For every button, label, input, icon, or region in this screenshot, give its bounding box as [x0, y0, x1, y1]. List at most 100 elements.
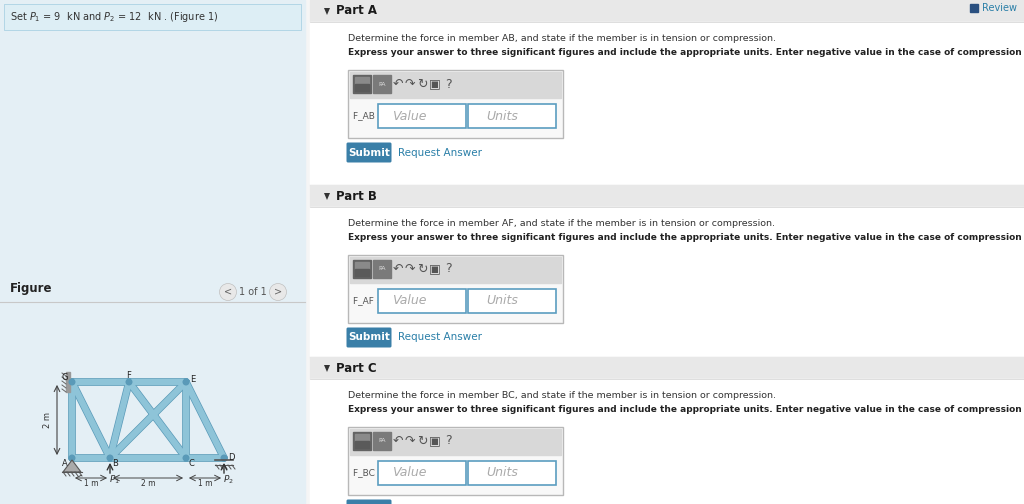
Text: ↷: ↷ — [404, 78, 416, 91]
Circle shape — [108, 455, 113, 461]
Bar — [353, 75, 371, 93]
Bar — [355, 84, 369, 91]
Text: F_AF =: F_AF = — [353, 296, 384, 305]
Text: E: E — [190, 374, 196, 384]
Text: Figure: Figure — [10, 282, 52, 295]
Text: Part A: Part A — [336, 5, 377, 18]
Text: 1 m: 1 m — [198, 479, 212, 488]
Text: F_AB =: F_AB = — [353, 111, 385, 120]
Text: ↻: ↻ — [417, 263, 427, 276]
Text: PA: PA — [378, 438, 386, 444]
Polygon shape — [324, 8, 330, 15]
Text: Value: Value — [392, 467, 427, 479]
Text: ↶: ↶ — [393, 263, 403, 276]
Text: 2 m: 2 m — [43, 412, 51, 428]
Circle shape — [221, 455, 226, 461]
Bar — [310, 22, 1024, 183]
Bar — [373, 260, 391, 278]
Text: F_BC =: F_BC = — [353, 469, 385, 477]
Bar — [310, 185, 1024, 207]
Bar — [66, 372, 70, 392]
Bar — [4, 4, 301, 30]
FancyBboxPatch shape — [468, 461, 556, 485]
Bar — [373, 432, 391, 450]
Text: ?: ? — [444, 78, 452, 91]
Text: D: D — [227, 454, 234, 463]
FancyBboxPatch shape — [378, 289, 466, 313]
Bar — [310, 207, 1024, 355]
Bar — [373, 75, 391, 93]
Text: $P_2$: $P_2$ — [222, 474, 233, 486]
Text: ▣: ▣ — [429, 78, 441, 91]
FancyBboxPatch shape — [348, 427, 563, 495]
FancyBboxPatch shape — [378, 461, 466, 485]
FancyBboxPatch shape — [348, 70, 563, 138]
Text: 1 m: 1 m — [84, 479, 98, 488]
Text: Express your answer to three significant figures and include the appropriate uni: Express your answer to three significant… — [348, 233, 1024, 242]
Circle shape — [269, 283, 287, 300]
Bar — [970, 4, 978, 12]
Bar — [355, 441, 369, 448]
Text: ↻: ↻ — [417, 78, 427, 91]
Text: F: F — [127, 370, 131, 380]
Bar — [355, 269, 369, 276]
Bar — [355, 434, 369, 441]
FancyBboxPatch shape — [346, 499, 391, 504]
Bar — [353, 432, 371, 450]
Text: Part B: Part B — [336, 190, 377, 203]
FancyBboxPatch shape — [346, 328, 391, 347]
Text: 2 m: 2 m — [140, 479, 156, 488]
Bar — [310, 0, 1024, 504]
Text: Request Answer: Request Answer — [398, 333, 482, 343]
Circle shape — [219, 283, 237, 300]
Circle shape — [183, 455, 188, 461]
Text: Determine the force in member AB, and state if the member is in tension or compr: Determine the force in member AB, and st… — [348, 34, 776, 43]
FancyBboxPatch shape — [468, 104, 556, 128]
Text: B: B — [112, 459, 118, 468]
Text: Value: Value — [392, 294, 427, 307]
Text: ↷: ↷ — [404, 434, 416, 448]
Bar — [355, 262, 369, 269]
Text: PA: PA — [378, 82, 386, 87]
Text: >: > — [274, 287, 282, 297]
Text: A: A — [62, 459, 68, 468]
FancyBboxPatch shape — [468, 289, 556, 313]
Text: Units: Units — [486, 109, 518, 122]
Text: Express your answer to three significant figures and include the appropriate uni: Express your answer to three significant… — [348, 405, 1024, 414]
Text: ↻: ↻ — [417, 434, 427, 448]
Circle shape — [70, 455, 75, 461]
Bar — [310, 357, 1024, 379]
Text: $P_1$: $P_1$ — [109, 474, 120, 486]
Text: G: G — [61, 372, 69, 382]
Text: ↶: ↶ — [393, 434, 403, 448]
Circle shape — [183, 379, 188, 385]
Text: Request Answer: Request Answer — [398, 148, 482, 157]
FancyBboxPatch shape — [348, 255, 563, 323]
Bar — [350, 72, 561, 98]
Text: ▣: ▣ — [429, 434, 441, 448]
Text: Units: Units — [486, 467, 518, 479]
Text: ↷: ↷ — [404, 263, 416, 276]
FancyBboxPatch shape — [346, 143, 391, 162]
Text: Units: Units — [486, 294, 518, 307]
Bar — [310, 0, 1024, 22]
Bar — [353, 260, 371, 278]
Text: Part C: Part C — [336, 361, 377, 374]
Text: Value: Value — [392, 109, 427, 122]
Text: ↶: ↶ — [393, 78, 403, 91]
Bar — [350, 257, 561, 283]
Circle shape — [126, 379, 132, 385]
Text: Review: Review — [982, 3, 1017, 13]
Text: Submit: Submit — [348, 333, 390, 343]
Polygon shape — [63, 460, 81, 472]
Text: <: < — [224, 287, 232, 297]
Polygon shape — [324, 193, 330, 200]
Text: ▣: ▣ — [429, 263, 441, 276]
Text: Express your answer to three significant figures and include the appropriate uni: Express your answer to three significant… — [348, 48, 1024, 57]
Text: Determine the force in member AF, and state if the member is in tension or compr: Determine the force in member AF, and st… — [348, 219, 775, 228]
Text: C: C — [188, 459, 194, 468]
Text: Submit: Submit — [348, 148, 390, 157]
Text: ?: ? — [444, 434, 452, 448]
Circle shape — [70, 379, 75, 385]
Bar — [355, 77, 369, 84]
